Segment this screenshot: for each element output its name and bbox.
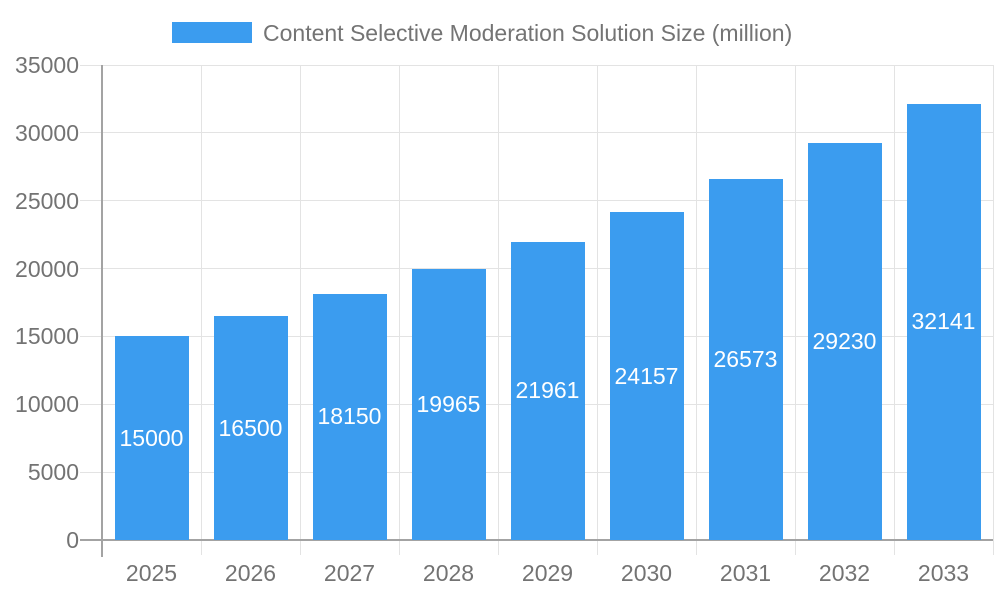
- bar-value-label: 32141: [911, 308, 976, 335]
- legend-swatch: [172, 22, 252, 43]
- y-tick-label: 10000: [15, 391, 79, 418]
- bar-value-label: 19965: [416, 391, 481, 417]
- bar: 32141: [906, 103, 981, 540]
- v-gridline: [398, 65, 400, 555]
- legend-label: Content Selective Moderation Solution Si…: [263, 20, 793, 46]
- bar-value-label: 18150: [317, 403, 382, 430]
- bar-value-label: 29230: [812, 328, 877, 355]
- bar-value-label: 16500: [218, 414, 283, 441]
- v-gridline: [596, 65, 598, 555]
- x-tick-label: 2030: [620, 560, 673, 586]
- h-gridline: [80, 64, 993, 66]
- x-axis-line: [80, 539, 993, 541]
- y-tick-label: 20000: [15, 255, 79, 282]
- v-gridline: [497, 65, 499, 555]
- x-tick-label: 2032: [818, 560, 871, 586]
- bar-value-label: 24157: [614, 362, 679, 389]
- bar: 24157: [609, 212, 684, 540]
- bar: 15000: [114, 336, 189, 540]
- x-tick-label: 2027: [323, 560, 376, 586]
- x-tick-label: 2033: [917, 560, 970, 586]
- y-tick-label: 5000: [27, 459, 79, 486]
- x-tick-label: 2025: [125, 560, 178, 586]
- v-gridline: [695, 65, 697, 555]
- x-tick-label: 2026: [224, 560, 277, 586]
- h-gridline: [80, 132, 993, 134]
- bar-value-label: 26573: [713, 346, 778, 373]
- v-gridline: [200, 65, 202, 555]
- bar: 26573: [708, 179, 783, 540]
- x-tick-label: 2031: [719, 560, 772, 586]
- bar: 18150: [312, 293, 387, 540]
- x-tick-label: 2028: [422, 560, 475, 586]
- y-tick-label: 35000: [15, 52, 79, 78]
- x-tick-label: 2029: [521, 560, 574, 586]
- v-gridline: [893, 65, 895, 555]
- bar: 19965: [411, 269, 486, 540]
- bar: 21961: [510, 241, 585, 540]
- bar-value-label: 15000: [119, 424, 184, 451]
- h-gridline: [80, 200, 993, 202]
- bar-value-label: 21961: [515, 377, 580, 404]
- y-axis-line: [101, 65, 103, 557]
- v-gridline: [299, 65, 301, 555]
- v-gridline: [794, 65, 796, 555]
- y-tick-label: 0: [66, 527, 79, 553]
- y-tick-label: 30000: [15, 119, 79, 146]
- chart-legend: Content Selective Moderation Solution Si…: [0, 0, 1000, 60]
- bar: 16500: [213, 316, 288, 540]
- v-gridline: [992, 65, 994, 555]
- y-tick-label: 15000: [15, 323, 79, 350]
- y-tick-label: 25000: [15, 187, 79, 214]
- bar: 29230: [807, 143, 882, 540]
